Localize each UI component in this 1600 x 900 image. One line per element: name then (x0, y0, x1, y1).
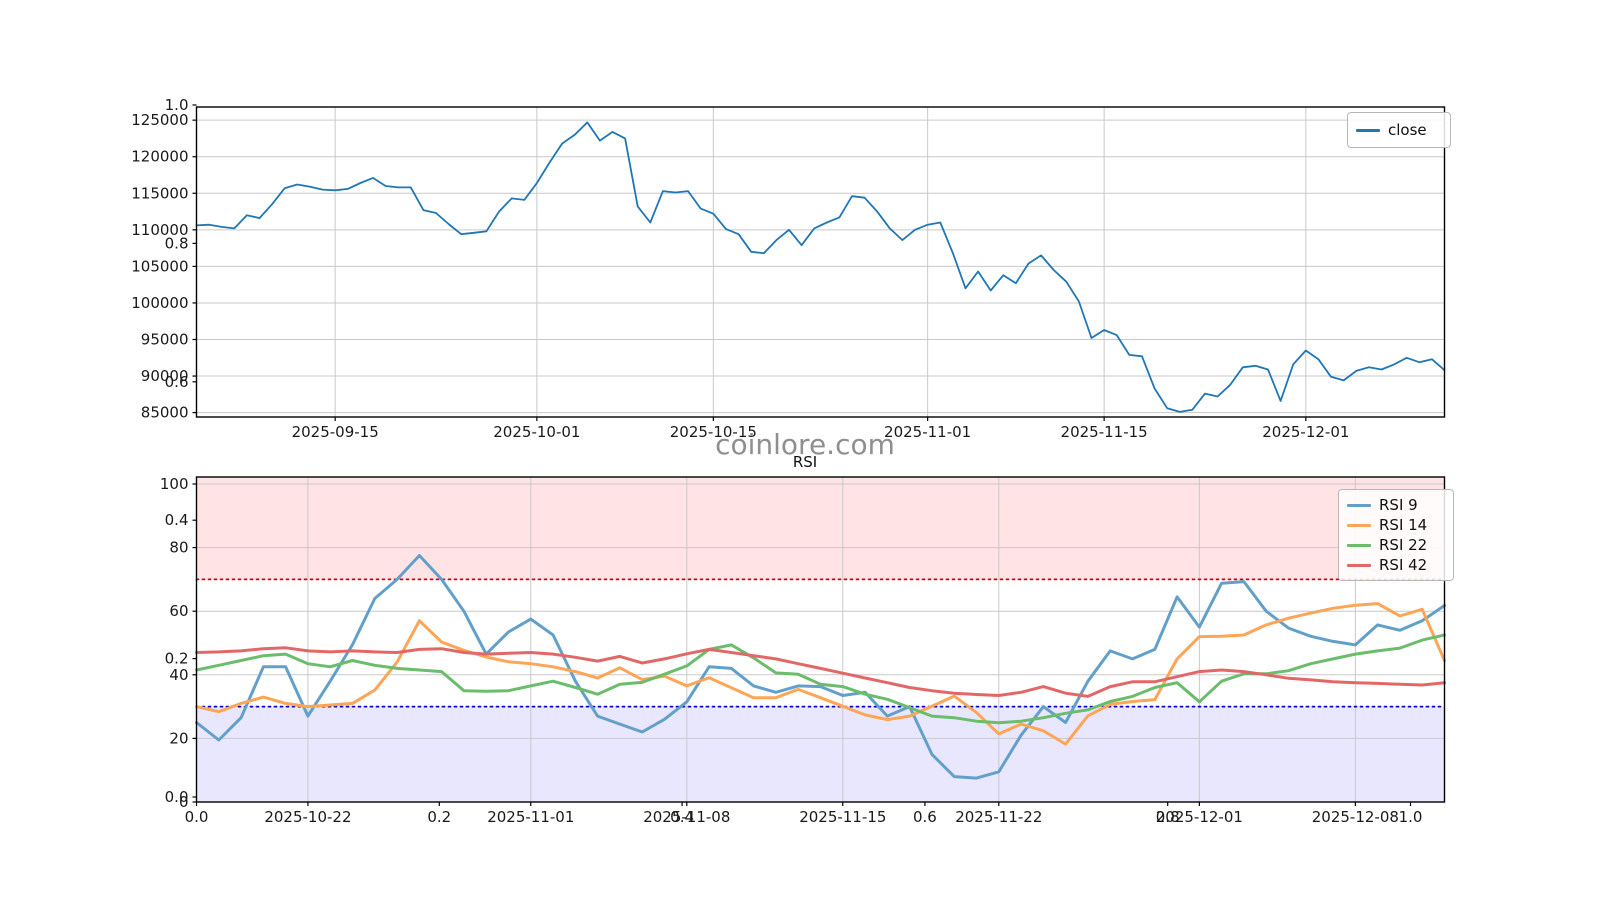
legend-line-swatch (1347, 543, 1371, 547)
overlay-x-tick-label: 0.0 (185, 808, 209, 826)
rsi-42-line (195, 646, 1446, 698)
rsi-legend: RSI 9 RSI 14 RSI 22 RSI 42 (1338, 489, 1454, 581)
legend-label: close (1388, 121, 1427, 139)
legend-line-swatch (1347, 503, 1371, 507)
price-legend: close (1347, 112, 1451, 148)
legend-item: RSI 22 (1347, 535, 1443, 555)
overlay-y-tick-label: 0.4 (165, 511, 189, 529)
overlay-y-tick-label: 0.0 (165, 788, 189, 806)
legend-label: RSI 42 (1379, 556, 1428, 574)
rsi-22-line (195, 633, 1446, 725)
overlay-y-tick-label: 1.0 (165, 96, 189, 114)
overlay-x-tick-label: 0.8 (1156, 808, 1180, 826)
overlay-y-tick-label: 0.2 (165, 650, 189, 668)
x-tick-label: 2025-12-08 (1312, 808, 1399, 826)
x-tick-label: 2025-11-08 (643, 808, 730, 826)
y-tick-label: 100 (160, 475, 189, 493)
legend-item: close (1356, 120, 1440, 140)
overlay-x-tick-label: 0.6 (913, 808, 937, 826)
x-tick-label: 2025-11-15 (799, 808, 886, 826)
x-tick-label: 2025-11-01 (884, 423, 971, 441)
legend-item: RSI 14 (1347, 515, 1443, 535)
watermark: coinlore.com (715, 428, 895, 461)
y-tick-label: 40 (169, 666, 188, 684)
overbought-band (196, 477, 1445, 580)
overlay-x-tick-label: 0.2 (427, 808, 451, 826)
overlay-x-tick-label: 1.0 (1399, 808, 1423, 826)
axes-border (195, 106, 1446, 418)
legend-line-swatch (1356, 128, 1380, 132)
legend-label: RSI 9 (1379, 496, 1418, 514)
y-tick-label: 80 (169, 539, 188, 557)
y-tick-label: 115000 (131, 184, 188, 202)
x-tick-label: 2025-10-22 (264, 808, 351, 826)
y-tick-label: 85000 (141, 404, 189, 422)
x-tick-label: 2025-11-01 (487, 808, 574, 826)
y-tick-label: 110000 (131, 221, 188, 239)
oversold-band (196, 706, 1445, 802)
rsi-14-line (195, 602, 1446, 746)
axes-border (195, 476, 1446, 803)
y-tick-label: 105000 (131, 257, 188, 275)
overlay-y-tick-label: 0.8 (165, 234, 189, 252)
x-tick-label: 2025-12-01 (1156, 808, 1243, 826)
legend-line-swatch (1347, 523, 1371, 527)
rsi-chart-title: RSI (792, 453, 818, 471)
y-tick-label: 100000 (131, 294, 188, 312)
y-tick-label: 95000 (141, 331, 189, 349)
x-tick-label: 2025-10-15 (670, 423, 757, 441)
y-tick-label: 0 (179, 793, 189, 811)
x-tick-label: 2025-11-15 (1061, 423, 1148, 441)
legend-label: RSI 14 (1379, 516, 1428, 534)
x-tick-label: 2025-11-22 (955, 808, 1042, 826)
y-tick-label: 125000 (131, 111, 188, 129)
y-tick-label: 20 (169, 729, 188, 747)
x-tick-label: 2025-09-15 (292, 423, 379, 441)
rsi-9-line (195, 554, 1446, 780)
x-tick-label: 2025-10-01 (493, 423, 580, 441)
y-tick-label: 90000 (141, 367, 189, 385)
close-line (195, 121, 1446, 413)
overlay-y-tick-label: 0.6 (165, 373, 189, 391)
overlay-x-tick-label: 0.4 (670, 808, 694, 826)
legend-item: RSI 9 (1347, 495, 1443, 515)
y-tick-label: 60 (169, 602, 188, 620)
y-tick-label: 120000 (131, 148, 188, 166)
legend-label: RSI 22 (1379, 536, 1428, 554)
legend-line-swatch (1347, 563, 1371, 567)
x-tick-label: 2025-12-01 (1262, 423, 1349, 441)
legend-item: RSI 42 (1347, 555, 1443, 575)
